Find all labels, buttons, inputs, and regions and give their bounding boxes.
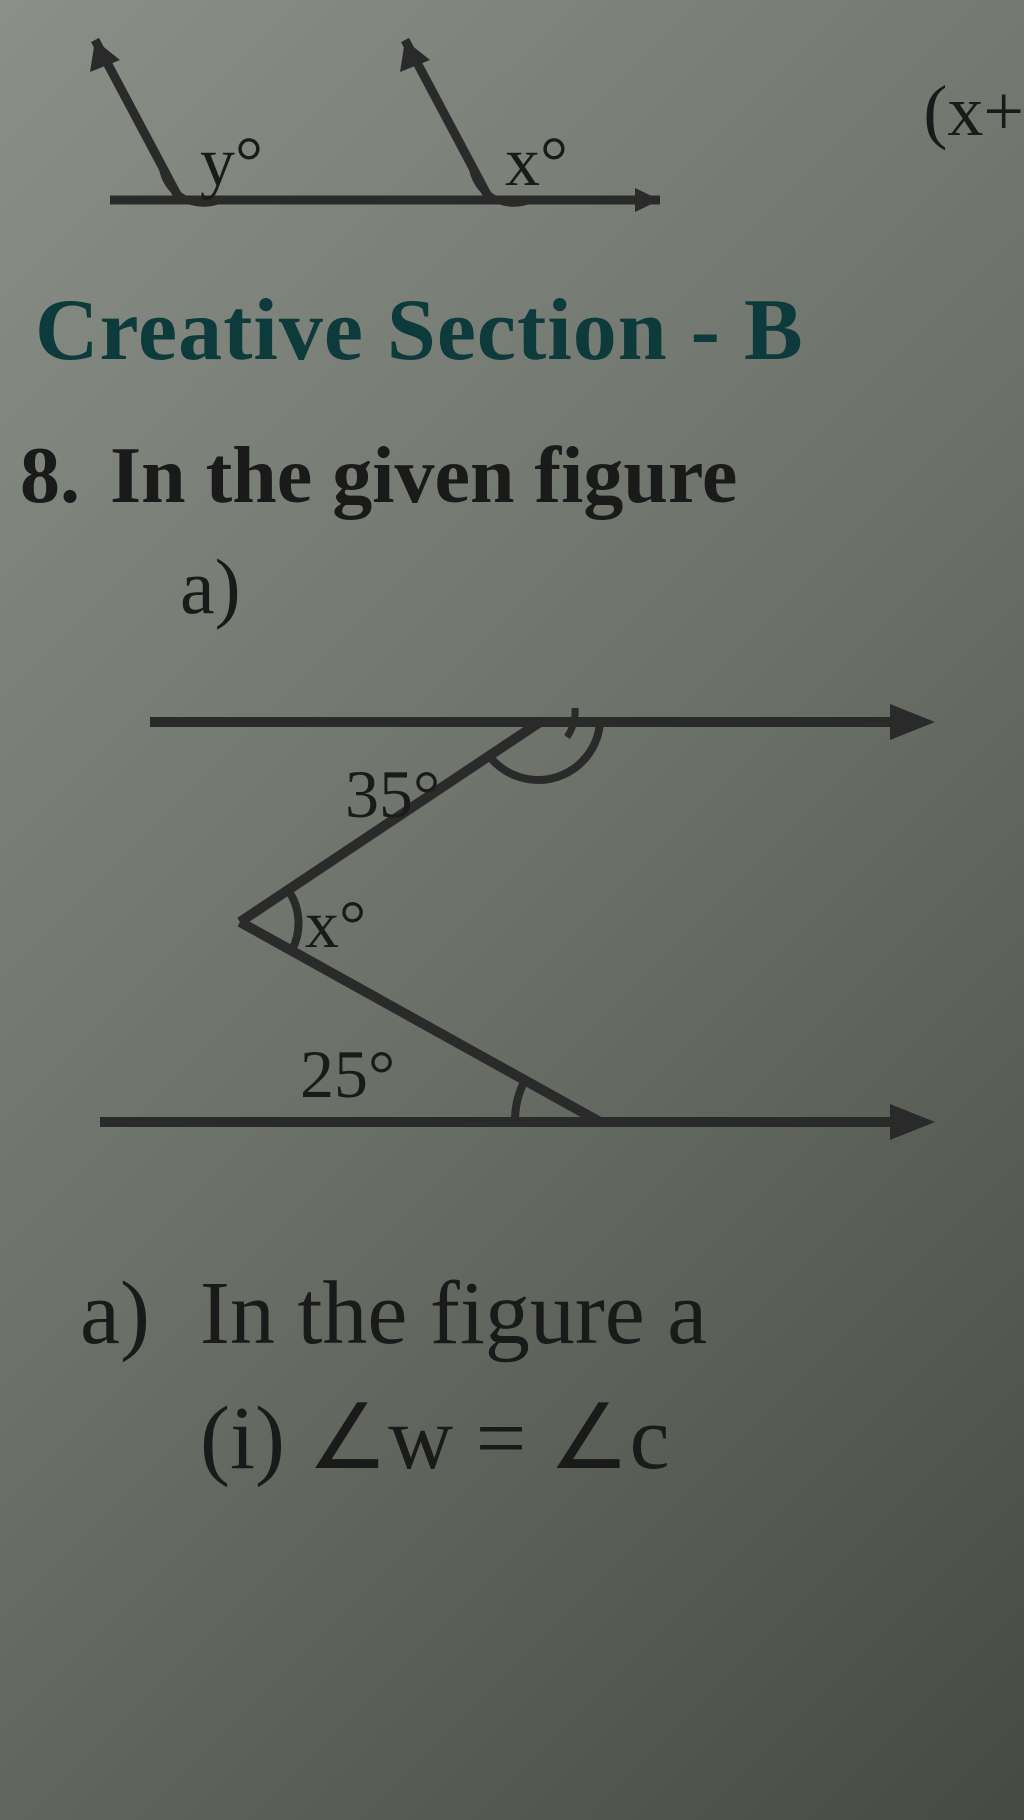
subpart-a-label: a): [180, 542, 1024, 632]
y-angle-label: y°: [200, 124, 263, 201]
question-text: In the given figure: [110, 431, 737, 522]
angle-35-label: 35°: [345, 756, 440, 832]
question-8: 8. In the given figure: [20, 431, 1024, 522]
bottom-subpart-a: a) In the figure a: [80, 1262, 1024, 1365]
bottom-a-text: In the figure a: [200, 1262, 707, 1365]
question-number: 8.: [20, 431, 80, 522]
equation-i: (i) ∠w = ∠c: [200, 1385, 1024, 1490]
section-title: Creative Section - B: [35, 280, 1024, 381]
angle-x-label: x°: [305, 886, 366, 962]
partial-expression-top: (x+: [923, 70, 1024, 153]
parallel-lines-diagram: 35° x° 25°: [70, 642, 970, 1202]
x-angle-label: x°: [505, 124, 568, 201]
angle-25-label: 25°: [300, 1036, 395, 1112]
bottom-a-label: a): [80, 1262, 150, 1365]
top-angle-diagram: y° x°: [50, 20, 750, 240]
